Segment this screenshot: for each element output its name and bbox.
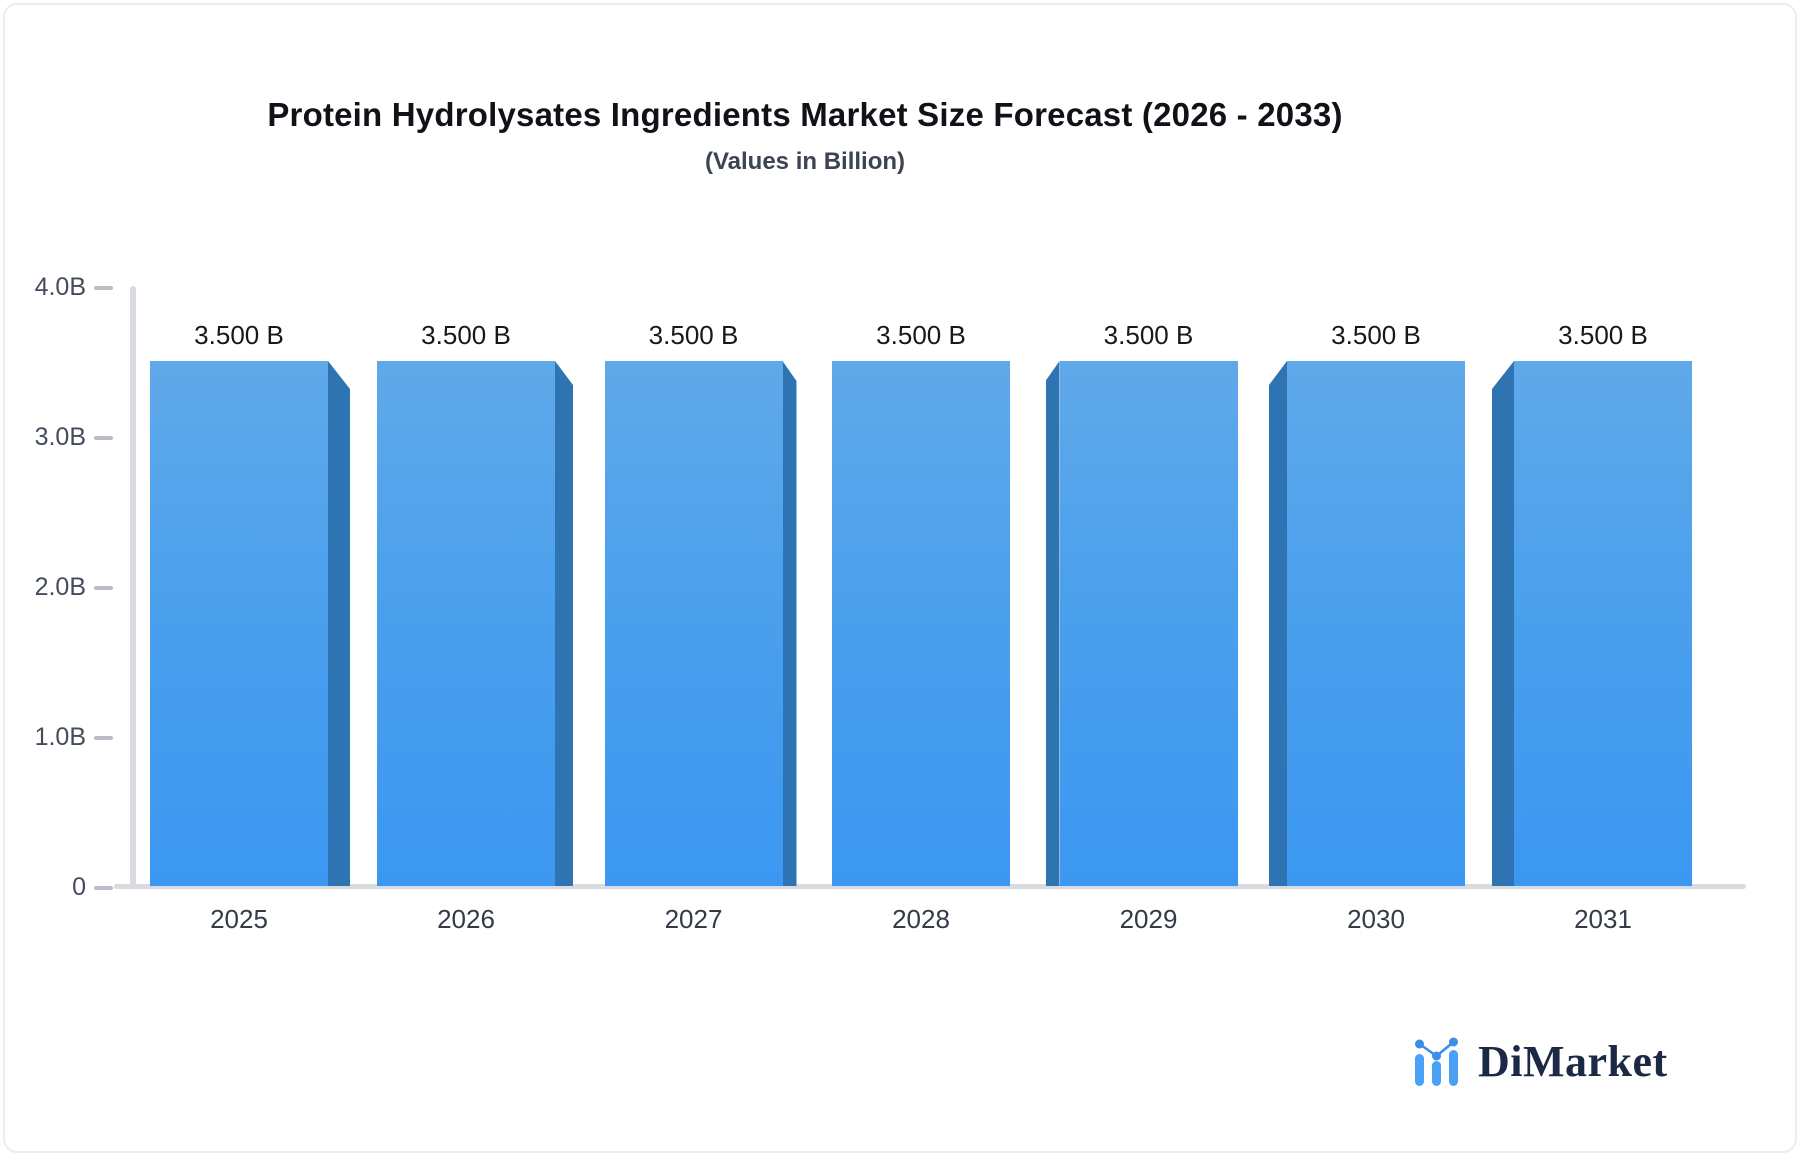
y-axis-tick — [94, 886, 113, 890]
chart-title: Protein Hydrolysates Ingredients Market … — [267, 96, 1343, 133]
x-axis-category-label: 2028 — [892, 904, 950, 934]
bar-chart-sparkline-icon — [1415, 1037, 1458, 1086]
y-axis-tick — [94, 586, 113, 590]
y-axis-tick — [94, 286, 113, 290]
bar-3d-side — [328, 361, 350, 886]
bar-3d-side — [782, 361, 797, 886]
x-axis-baseline — [114, 884, 1746, 889]
x-axis-category-label: 2031 — [1574, 904, 1632, 934]
brand-logo-text: DiMarket — [1478, 1037, 1668, 1086]
brand-logo[interactable]: DiMarket — [1414, 1036, 1668, 1087]
y-axis-tick-label: 4.0B — [34, 273, 86, 301]
y-axis-tick-label: 2.0B — [34, 573, 86, 601]
bar-3d-side — [1269, 361, 1287, 886]
y-axis-tick — [94, 436, 113, 440]
bar-value-label: 3.500 B — [876, 320, 966, 350]
bar-2026[interactable] — [377, 361, 555, 886]
bar-value-label: 3.500 B — [1331, 320, 1421, 350]
bar-2029[interactable] — [1059, 361, 1238, 886]
chart-header: Protein Hydrolysates Ingredients Market … — [0, 96, 1610, 176]
bar-2028[interactable] — [832, 361, 1010, 886]
y-axis-tick-label: 1.0B — [34, 723, 86, 751]
bar-value-label: 3.500 B — [1558, 320, 1648, 350]
bar-value-label: 3.500 B — [648, 320, 739, 350]
x-axis-category-label: 2025 — [210, 904, 268, 934]
bar-2031[interactable] — [1514, 361, 1692, 886]
x-axis-category-label: 2027 — [664, 904, 723, 934]
y-axis-tick-label: 3.0B — [34, 423, 86, 451]
bar-value-label: 3.500 B — [421, 320, 511, 350]
y-axis-tick — [94, 736, 113, 740]
y-axis-tick-label: 0 — [72, 873, 86, 901]
bar-value-label: 3.500 B — [194, 320, 284, 350]
x-axis-category-label: 2029 — [1119, 904, 1178, 934]
bar-2025[interactable] — [150, 361, 328, 886]
bar-3d-side — [555, 361, 573, 886]
x-axis-category-label: 2030 — [1347, 904, 1405, 934]
x-axis-category-label: 2026 — [437, 904, 495, 934]
bar-3d-side — [1045, 361, 1060, 886]
bar-value-label: 3.500 B — [1103, 320, 1194, 350]
chart-subtitle: (Values in Billion) — [704, 148, 906, 175]
bar-2027[interactable] — [604, 361, 783, 886]
y-axis-line — [130, 286, 136, 889]
bar-2030[interactable] — [1287, 361, 1465, 886]
bar-3d-side — [1492, 361, 1514, 886]
